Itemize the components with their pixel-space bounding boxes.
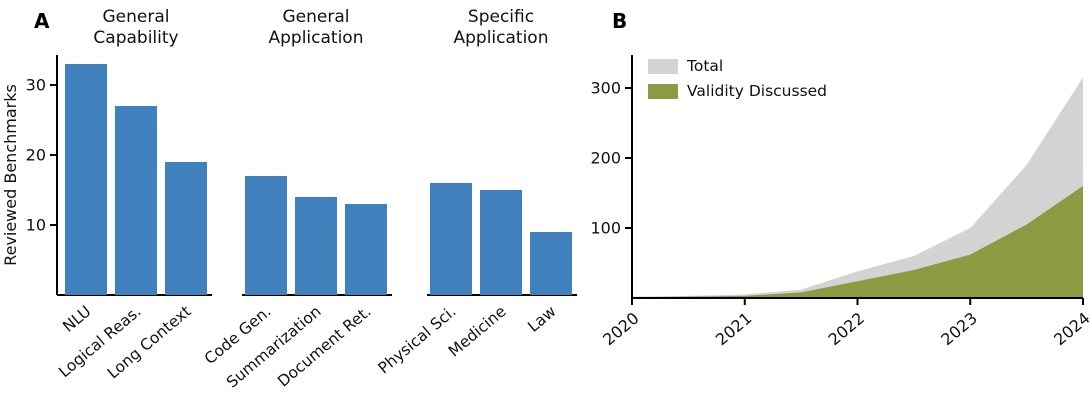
bar: [345, 204, 387, 295]
panel-a-label: A: [34, 9, 50, 33]
group-title: General: [103, 7, 170, 27]
x-tick-label: 2022: [825, 309, 868, 350]
y-tick-label: 200: [590, 149, 621, 168]
bar: [245, 176, 287, 295]
legend-label-total: Total: [687, 57, 724, 75]
legend-row-total: Total: [648, 57, 827, 75]
y-tick-label: 300: [590, 79, 621, 98]
legend-label-validity: Validity Discussed: [687, 82, 828, 100]
x-tick-label: Law: [524, 302, 559, 336]
legend-swatch-validity: [648, 83, 678, 99]
group-title: Capability: [93, 28, 178, 48]
bar: [65, 64, 107, 295]
panel-b-label: B: [612, 9, 628, 33]
legend: Total Validity Discussed: [648, 57, 827, 100]
legend-swatch-total: [648, 58, 678, 74]
bar: [480, 190, 522, 295]
group-title: Application: [454, 28, 549, 48]
x-tick-label: Physical Sci.: [375, 302, 460, 377]
bar: [295, 197, 337, 295]
bar: [430, 183, 472, 295]
y-tick-label: 20: [26, 146, 46, 165]
panel-a: A 10 20 30 Reviewed Benchmarks NLU Logical Re…: [1, 7, 577, 392]
y-tick-label: 10: [26, 216, 46, 235]
bar: [115, 106, 157, 295]
x-tick-label: 2021: [712, 309, 755, 350]
legend-row-validity: Validity Discussed: [648, 82, 827, 100]
group-title: Application: [269, 28, 364, 48]
x-tick-label: Document Ret.: [274, 302, 374, 390]
area-validity-discussed: [632, 186, 1083, 298]
y-axis-label: Reviewed Benchmarks: [1, 84, 20, 266]
area-total: [632, 77, 1083, 298]
y-tick-label: 30: [26, 76, 46, 95]
bar: [165, 162, 207, 295]
x-tick-label: 2023: [937, 309, 980, 350]
x-tick-label: 2024: [1050, 309, 1092, 350]
group-title: General: [283, 7, 350, 27]
bar: [530, 232, 572, 295]
group-title: Specific: [468, 7, 534, 27]
x-tick-label: NLU: [59, 302, 94, 336]
panel-b: B 100 200 300 2020 2021 2022 2023 2024 Total Va…: [590, 0, 1092, 413]
y-tick-label: 100: [590, 219, 621, 238]
